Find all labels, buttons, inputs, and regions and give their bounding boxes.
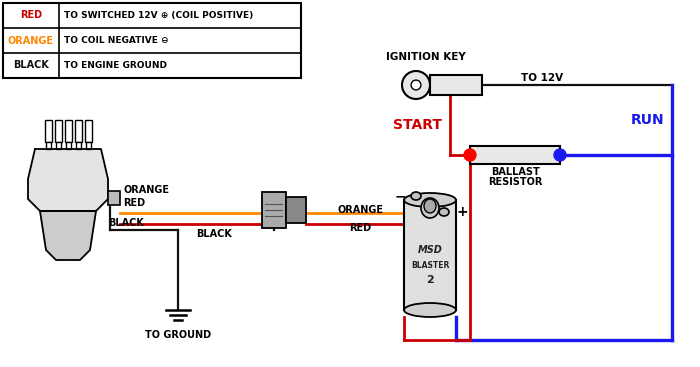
Text: RED: RED: [123, 198, 145, 208]
Ellipse shape: [404, 303, 456, 317]
Text: BLACK: BLACK: [196, 229, 232, 239]
Bar: [46, 142, 51, 149]
Bar: [55, 120, 62, 142]
Text: BLACK: BLACK: [108, 218, 144, 228]
Bar: [45, 120, 52, 142]
Text: MSD: MSD: [418, 245, 442, 255]
Bar: [75, 120, 82, 142]
Circle shape: [411, 80, 421, 90]
Circle shape: [464, 149, 476, 161]
Text: TO ENGINE GROUND: TO ENGINE GROUND: [64, 61, 167, 70]
Circle shape: [554, 149, 566, 161]
Ellipse shape: [439, 208, 449, 216]
Ellipse shape: [424, 199, 436, 213]
Bar: [286, 197, 306, 223]
Text: TO 12V: TO 12V: [521, 73, 563, 83]
Text: −: −: [394, 189, 406, 203]
Circle shape: [402, 71, 430, 99]
Bar: [430, 75, 482, 95]
Text: RUN: RUN: [631, 113, 664, 127]
Polygon shape: [28, 149, 108, 211]
Bar: [108, 191, 120, 205]
Bar: [66, 142, 71, 149]
Text: BLASTER: BLASTER: [411, 261, 449, 269]
Text: START: START: [393, 118, 442, 132]
Text: RESISTOR: RESISTOR: [488, 177, 542, 187]
Text: 2: 2: [426, 275, 434, 285]
Bar: [86, 142, 91, 149]
Text: TO COIL NEGATIVE ⊖: TO COIL NEGATIVE ⊖: [64, 36, 169, 45]
Polygon shape: [40, 211, 96, 260]
Bar: [3, 3, 301, 78]
Bar: [262, 192, 286, 228]
Ellipse shape: [404, 193, 456, 207]
Bar: [65, 120, 72, 142]
Ellipse shape: [411, 192, 421, 200]
Text: +: +: [456, 205, 468, 219]
Ellipse shape: [421, 198, 439, 218]
Text: RED: RED: [349, 223, 371, 233]
Text: IGNITION KEY: IGNITION KEY: [386, 52, 466, 62]
Bar: [404, 200, 456, 310]
Bar: [76, 142, 81, 149]
Text: ORANGE: ORANGE: [123, 185, 169, 195]
Bar: [56, 142, 61, 149]
Text: TO SWITCHED 12V ⊕ (COIL POSITIVE): TO SWITCHED 12V ⊕ (COIL POSITIVE): [64, 11, 253, 20]
Bar: [85, 120, 92, 142]
Text: RED: RED: [20, 11, 42, 21]
Bar: [470, 146, 560, 164]
Text: ORANGE: ORANGE: [8, 36, 54, 46]
Text: ORANGE: ORANGE: [337, 205, 383, 215]
Text: BALLAST: BALLAST: [491, 167, 540, 177]
Text: BLACK: BLACK: [13, 61, 49, 70]
Text: TO GROUND: TO GROUND: [145, 330, 211, 340]
